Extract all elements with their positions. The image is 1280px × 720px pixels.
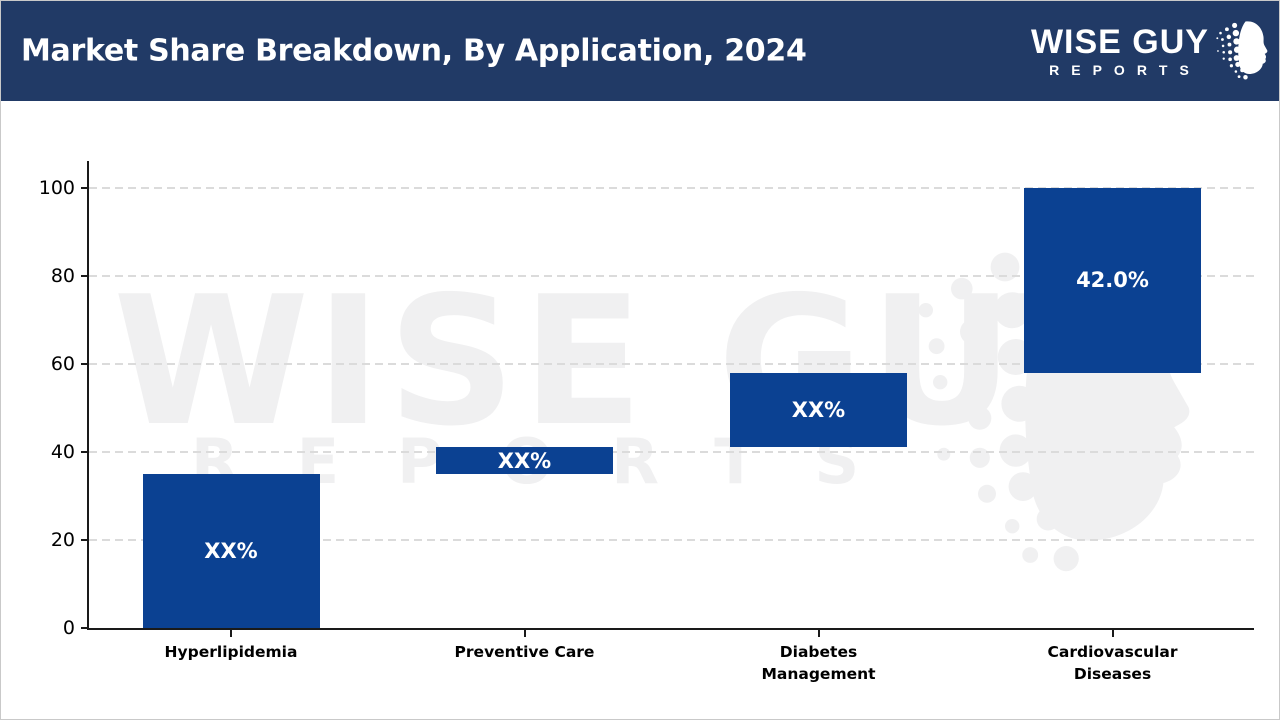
header-bar: Market Share Breakdown, By Application, … bbox=[1, 1, 1279, 101]
gridline-80 bbox=[89, 274, 1254, 277]
y-axis-line bbox=[87, 161, 89, 630]
x-axis-label-cardiovascular-diseases: Cardiovascular Diseases bbox=[1047, 643, 1178, 683]
logo-text: WISE GUY REPORTS bbox=[1031, 25, 1209, 78]
y-tickmark-60 bbox=[81, 362, 89, 365]
bar-preventive-care: XX% bbox=[436, 447, 613, 474]
y-axis-tick-label: 40 bbox=[50, 440, 75, 463]
y-tickmark-20 bbox=[81, 538, 89, 541]
gridline-60 bbox=[89, 362, 1254, 365]
x-tickmark-preventive-care bbox=[523, 630, 526, 637]
gridline-20 bbox=[89, 538, 1254, 541]
x-tickmark-hyperlipidemia bbox=[230, 630, 232, 637]
x-axis-label-diabetes-management: Diabetes Management bbox=[761, 643, 876, 683]
bar-cardiovascular-diseases: 42.0% bbox=[1024, 187, 1201, 373]
bar-diabetes-management: XX% bbox=[730, 372, 907, 448]
y-tickmark-80 bbox=[81, 274, 89, 277]
chart-area: WISE GUY REPORTS 020406080100XX%Hyperlip… bbox=[1, 101, 1279, 719]
x-axis-label-hyperlipidemia: Hyperlipidemia bbox=[164, 643, 298, 661]
y-tickmark-0 bbox=[81, 627, 89, 629]
bar-value-label: XX% bbox=[791, 397, 846, 422]
x-tickmark-diabetes-management bbox=[817, 630, 820, 637]
x-axis-line bbox=[87, 628, 1254, 630]
page-title: Market Share Breakdown, By Application, … bbox=[21, 33, 807, 69]
y-axis-tick-label: 60 bbox=[50, 352, 75, 375]
bar-value-label: XX% bbox=[204, 538, 258, 563]
x-tickmark-cardiovascular-diseases bbox=[1111, 630, 1114, 637]
bar-value-label: XX% bbox=[497, 448, 552, 473]
brand-logo: WISE GUY REPORTS bbox=[1023, 5, 1273, 97]
y-axis-tick-label: 100 bbox=[38, 176, 75, 199]
y-axis-tick-label: 0 bbox=[62, 617, 75, 639]
logo-wordmark: WISE GUY bbox=[1030, 23, 1209, 61]
y-tickmark-100 bbox=[81, 186, 89, 189]
y-axis-tick-label: 80 bbox=[50, 264, 75, 287]
logo-subtitle: REPORTS bbox=[1049, 62, 1201, 78]
gridline-40 bbox=[89, 450, 1254, 453]
bar-value-label: 42.0% bbox=[1076, 268, 1149, 292]
y-axis-tick-label: 20 bbox=[50, 528, 75, 551]
bar-hyperlipidemia: XX% bbox=[142, 473, 320, 628]
logo-face-icon bbox=[1209, 9, 1273, 93]
y-tickmark-40 bbox=[81, 450, 89, 453]
gridline-100 bbox=[89, 186, 1254, 189]
x-axis-label-preventive-care: Preventive Care bbox=[454, 643, 595, 661]
